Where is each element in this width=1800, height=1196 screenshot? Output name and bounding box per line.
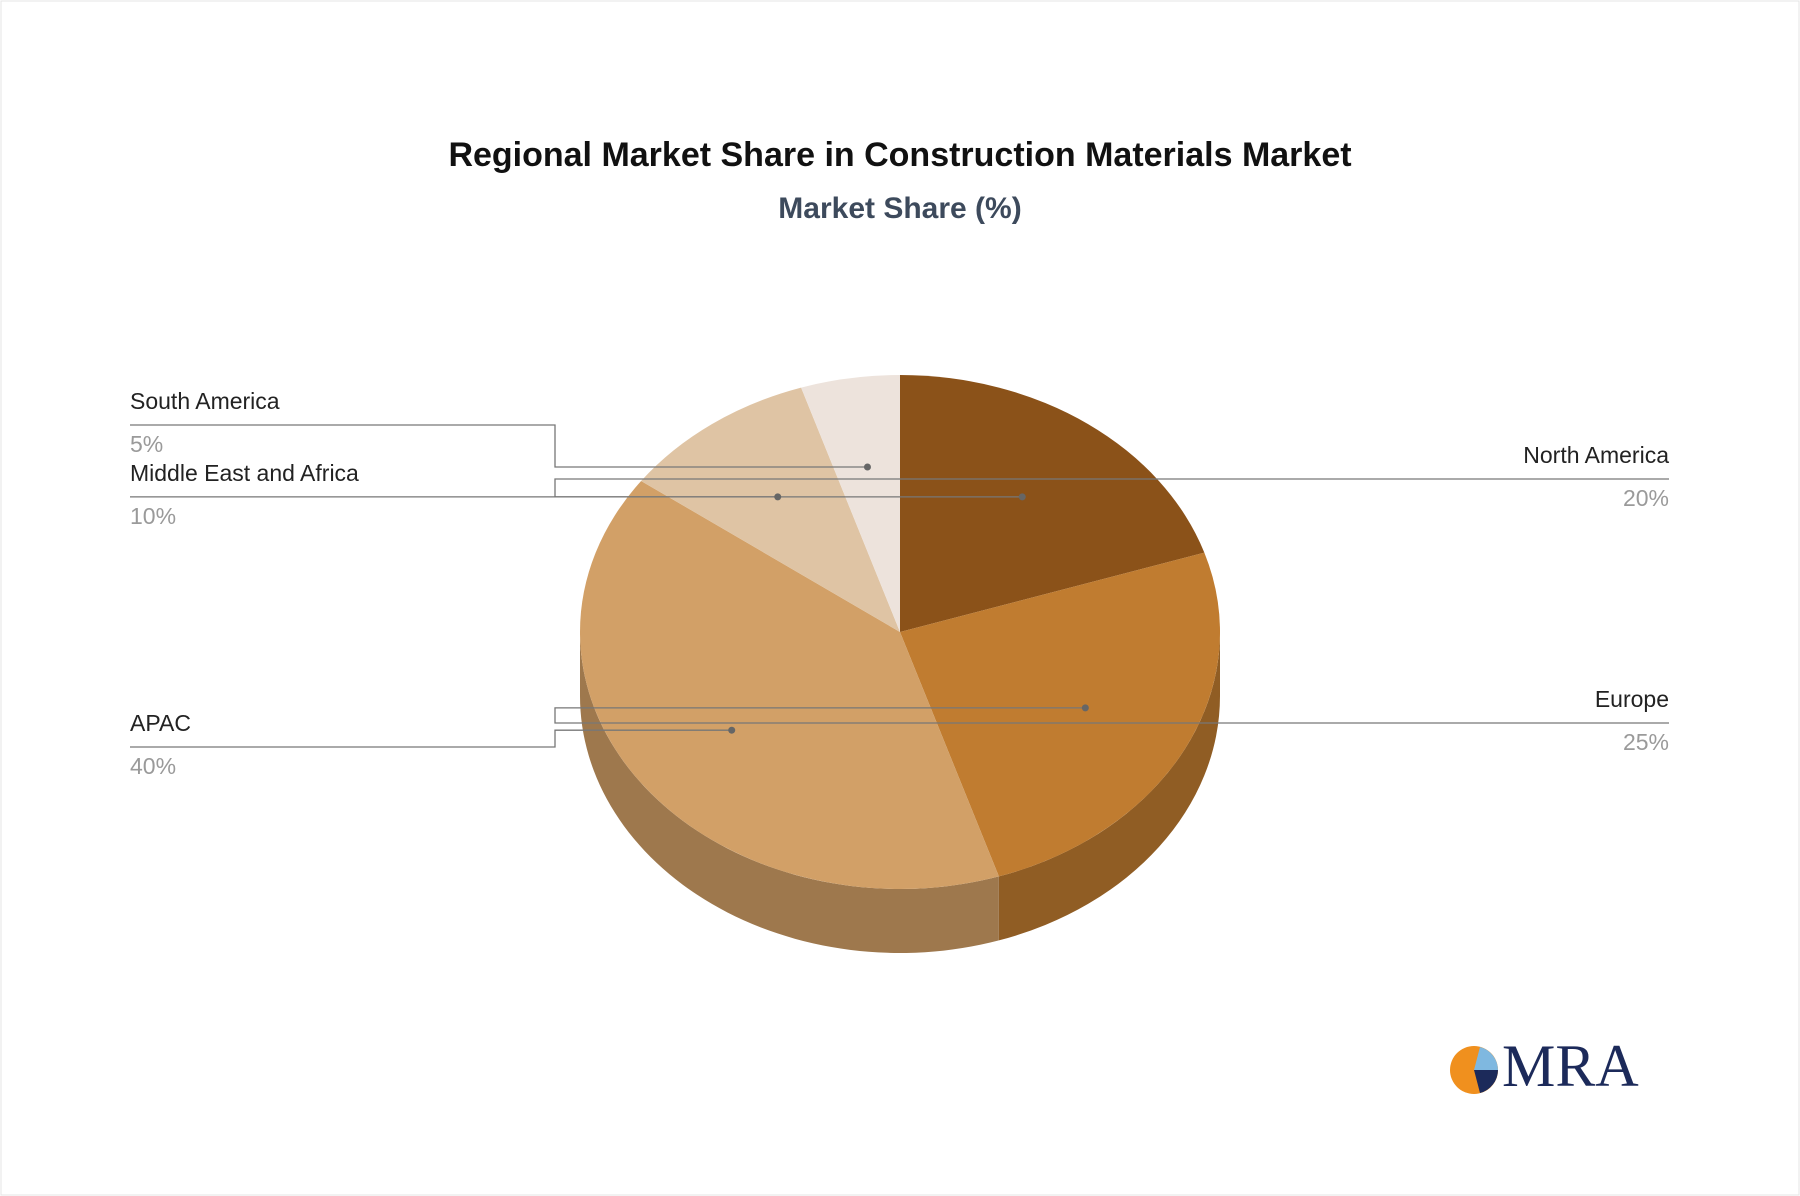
category-label: North America (1523, 442, 1669, 468)
leader-line (130, 424, 868, 468)
chart-title: Regional Market Share in Construction Ma… (448, 136, 1351, 174)
logo-text: MRA (1502, 1033, 1639, 1099)
logo: MRA (1450, 1033, 1639, 1099)
slice (580, 480, 999, 889)
leader-dot (1018, 493, 1026, 501)
leader-line (554, 707, 1669, 724)
value-label: 25% (1623, 729, 1669, 755)
chart-subtitle: Market Share (%) (778, 192, 1021, 225)
value-label: 20% (1623, 485, 1669, 511)
value-label: 5% (130, 431, 163, 457)
logo-icon (1474, 1047, 1498, 1070)
slice (900, 375, 1205, 632)
value-label: 40% (130, 753, 176, 779)
category-label: South America (130, 388, 280, 414)
leader-line (130, 729, 732, 748)
leader-dot (1081, 704, 1089, 712)
leader-dot (728, 726, 736, 734)
value-label: 10% (130, 503, 176, 529)
slice-side (998, 632, 1220, 941)
slice (641, 387, 900, 632)
slice-side (580, 632, 999, 953)
category-label: Europe (1595, 686, 1669, 712)
slice (900, 552, 1221, 877)
logo-icon (1474, 1070, 1498, 1093)
leader-line (554, 478, 1669, 498)
pie (580, 375, 1221, 953)
slice (801, 375, 900, 632)
category-label: Middle East and Africa (130, 460, 359, 486)
category-label: APAC (130, 710, 191, 736)
leader-dot (863, 463, 871, 471)
labels: North America 20% Europe 25% APAC 40% Middle E… (130, 388, 1669, 779)
leader-dot (774, 493, 782, 501)
